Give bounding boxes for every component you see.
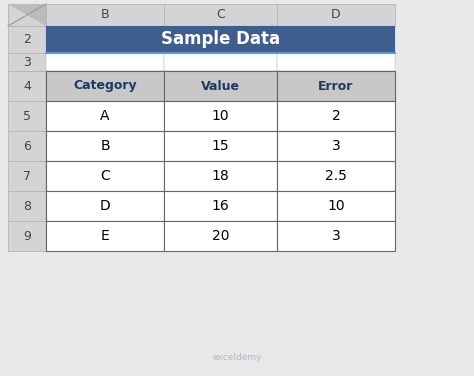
Bar — [164, 221, 277, 251]
Text: Sample Data: Sample Data — [161, 30, 280, 49]
Bar — [46, 101, 164, 131]
Text: 15: 15 — [212, 139, 229, 153]
Text: 5: 5 — [23, 109, 31, 123]
Bar — [277, 26, 395, 53]
Bar — [8, 26, 46, 53]
Bar — [8, 4, 46, 26]
Bar — [46, 71, 164, 101]
Text: 2: 2 — [23, 33, 31, 46]
Text: 16: 16 — [211, 199, 229, 213]
Bar — [46, 26, 164, 53]
Bar — [164, 131, 277, 161]
Text: A: A — [100, 109, 110, 123]
Text: 18: 18 — [211, 169, 229, 183]
Text: 7: 7 — [23, 170, 31, 182]
Bar — [46, 191, 164, 221]
Bar — [164, 191, 277, 221]
Bar — [46, 161, 164, 191]
Bar — [164, 53, 277, 71]
Bar — [277, 131, 395, 161]
Text: D: D — [100, 199, 110, 213]
Bar — [46, 131, 164, 161]
Text: C: C — [100, 169, 110, 183]
Bar — [8, 4, 395, 251]
Bar — [277, 221, 395, 251]
Bar — [8, 101, 46, 131]
Bar — [164, 101, 277, 131]
Text: 8: 8 — [23, 200, 31, 212]
Bar — [8, 221, 46, 251]
Bar — [46, 4, 164, 26]
Bar — [277, 71, 395, 101]
Bar — [46, 71, 164, 101]
Bar — [46, 101, 164, 131]
Bar — [277, 191, 395, 221]
Bar — [8, 161, 46, 191]
Bar — [164, 131, 277, 161]
Bar — [46, 191, 164, 221]
Text: Error: Error — [319, 79, 354, 92]
Text: 9: 9 — [23, 229, 31, 243]
Bar — [164, 101, 277, 131]
Bar — [277, 71, 395, 101]
Bar — [164, 161, 277, 191]
Bar — [46, 131, 164, 161]
Bar — [277, 191, 395, 221]
Text: C: C — [216, 9, 225, 21]
Text: 10: 10 — [327, 199, 345, 213]
Text: 20: 20 — [212, 229, 229, 243]
Text: Value: Value — [201, 79, 240, 92]
Bar — [8, 191, 46, 221]
Text: D: D — [331, 9, 341, 21]
Text: 2.5: 2.5 — [325, 169, 347, 183]
Text: B: B — [100, 139, 110, 153]
Text: 3: 3 — [332, 229, 340, 243]
Bar — [164, 161, 277, 191]
Bar — [8, 4, 46, 26]
Bar — [164, 221, 277, 251]
Bar — [277, 161, 395, 191]
Bar — [277, 4, 395, 26]
Text: 6: 6 — [23, 139, 31, 153]
Text: 3: 3 — [332, 139, 340, 153]
Bar — [46, 161, 164, 191]
Text: 4: 4 — [23, 79, 31, 92]
Bar — [277, 101, 395, 131]
Text: 2: 2 — [332, 109, 340, 123]
Bar — [46, 26, 395, 53]
Text: 3: 3 — [23, 56, 31, 68]
Bar — [164, 191, 277, 221]
Bar — [46, 53, 164, 71]
Bar — [164, 26, 277, 53]
Bar — [277, 161, 395, 191]
Bar — [164, 71, 277, 101]
Bar — [8, 53, 46, 71]
Bar — [277, 53, 395, 71]
Text: 10: 10 — [212, 109, 229, 123]
Bar — [164, 4, 277, 26]
Text: exceldemy: exceldemy — [212, 353, 262, 362]
Text: B: B — [100, 9, 109, 21]
Bar — [277, 221, 395, 251]
Bar — [8, 131, 46, 161]
Bar — [8, 71, 46, 101]
Polygon shape — [8, 4, 46, 26]
Text: Category: Category — [73, 79, 137, 92]
Bar — [277, 101, 395, 131]
Bar — [46, 221, 164, 251]
Bar — [164, 71, 277, 101]
Bar — [46, 221, 164, 251]
Bar — [277, 131, 395, 161]
Text: E: E — [100, 229, 109, 243]
